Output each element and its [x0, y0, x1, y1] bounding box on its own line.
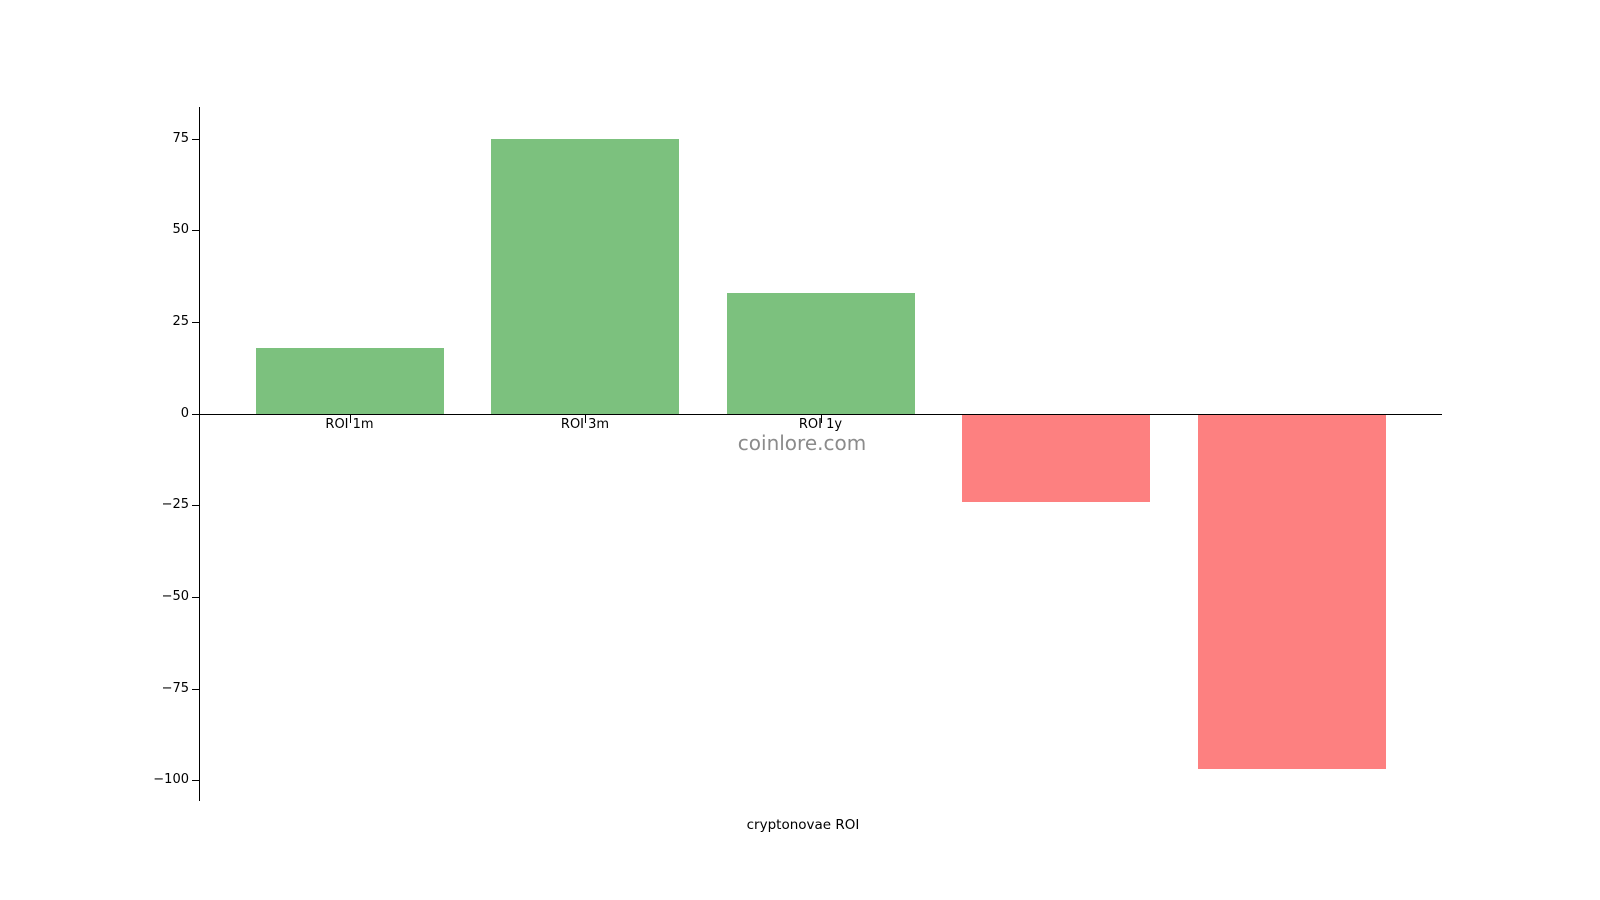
x-tick	[349, 414, 351, 423]
bar-unlabeled-3	[962, 413, 1150, 502]
y-tick	[192, 414, 199, 415]
watermark-text: coinlore.com	[737, 431, 867, 455]
chart-title: cryptonovae ROI	[746, 817, 860, 833]
y-tick-label: −25	[161, 497, 189, 512]
y-tick-label: 50	[172, 222, 189, 237]
y-tick-label: 25	[172, 314, 189, 329]
y-tick	[192, 689, 199, 690]
y-tick-label: 0	[180, 406, 189, 421]
y-tick	[192, 139, 199, 140]
y-tick-label: −100	[153, 772, 189, 787]
x-tick-label: ROI 1m	[325, 417, 374, 432]
y-axis-line	[199, 107, 200, 801]
bar-unlabeled-4	[1197, 413, 1386, 770]
x-tick	[585, 414, 586, 423]
y-tick-label: −75	[161, 681, 189, 696]
y-tick	[192, 505, 199, 506]
y-tick	[192, 597, 199, 598]
bar-roi-1m	[255, 347, 444, 414]
y-tick	[192, 322, 199, 323]
x-tick	[820, 414, 822, 423]
bar-roi-3m	[491, 138, 679, 414]
x-tick-label: ROI 1y	[798, 417, 843, 432]
x-tick-label: ROI 3m	[560, 417, 610, 432]
y-tick-label: 75	[172, 131, 189, 146]
bar-roi-1y	[726, 292, 915, 414]
y-tick	[192, 780, 199, 781]
y-tick-label: −50	[161, 589, 189, 604]
x-axis-zero-line	[199, 414, 1442, 415]
y-tick	[192, 230, 199, 231]
